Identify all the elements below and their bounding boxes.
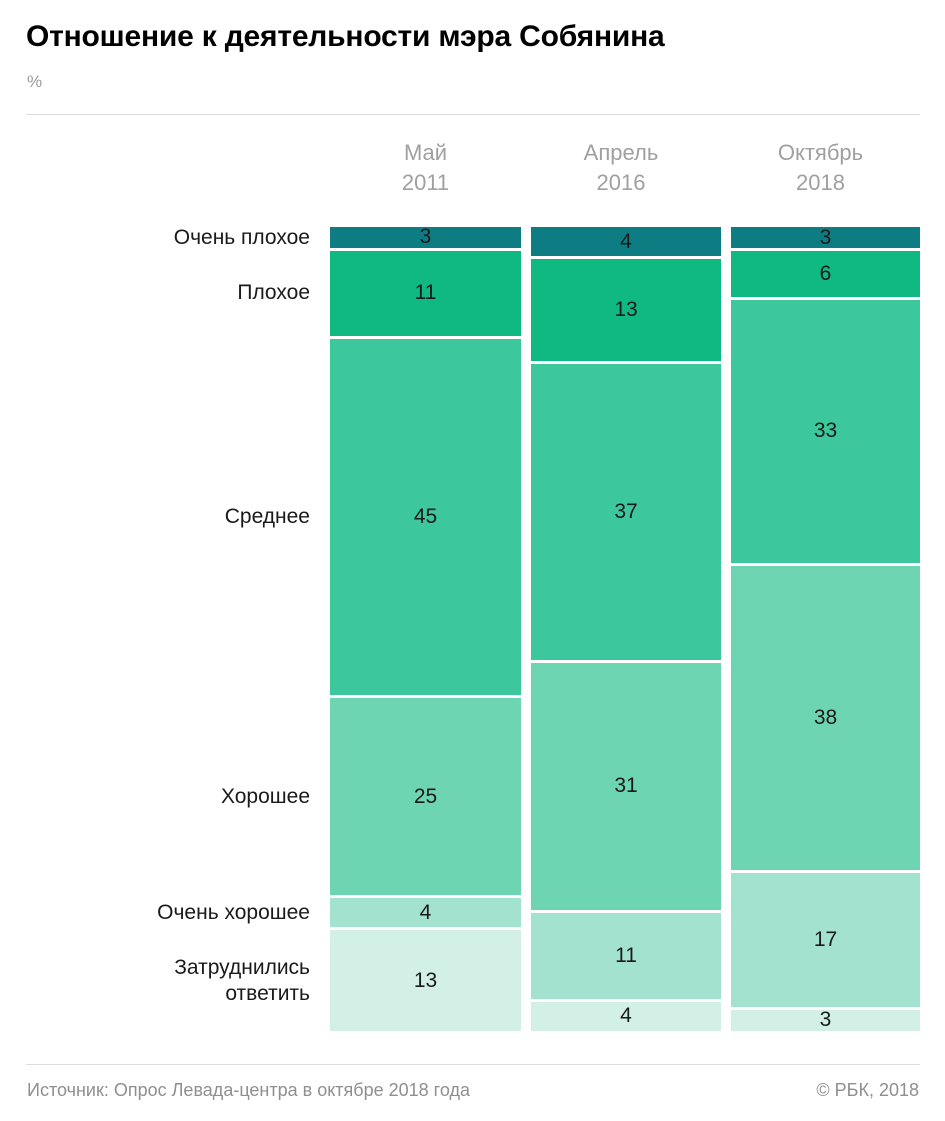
bar-segment-value: 11 [414,281,437,305]
row-label-text: Плохое [237,281,310,305]
bar-segment-value: 3 [819,1009,832,1031]
bar-segment[interactable]: 38 [731,565,920,870]
row-label-2: Среднее [10,339,310,696]
bar-segment[interactable]: 3 [731,1009,920,1031]
bar-segment-value: 45 [413,505,438,529]
column-header-month: Май [403,140,448,165]
footer-divider [26,1064,920,1065]
bar-segment-value: 37 [614,499,638,523]
column-header-year: 2011 [401,170,450,195]
bar-segment-value: 3 [419,227,432,248]
bar-segment[interactable]: 13 [531,259,721,362]
bar-segment[interactable]: 3 [330,227,521,248]
column-headers: Май 2011 Апрель 2016 Октябрь 2018 [330,138,920,198]
bar-segment[interactable]: 3 [731,227,920,249]
source-note: Источник: Опрос Левада-центра в октябре … [27,1080,470,1100]
bar-segment[interactable]: 4 [330,898,521,928]
bar-segment[interactable]: 13 [330,930,521,1031]
bar-segment[interactable]: 25 [330,698,521,896]
bar-segment-value: 17 [813,927,838,951]
unit-label: % [27,72,43,91]
header-divider [26,114,920,115]
bar-segment[interactable]: 11 [531,912,721,999]
bar-segment-value: 4 [620,1004,632,1028]
bar-segment-value: 38 [813,705,838,729]
copyright-note: © РБК, 2018 [816,1080,919,1100]
row-label-text: Очень плохое [173,225,310,249]
row-label-text: Хорошее [220,784,310,808]
bar-segment-value: 6 [819,261,832,285]
bar-segment[interactable]: 33 [731,299,920,563]
bar-segment[interactable]: 4 [531,227,721,257]
column-header-year: 2018 [796,170,845,195]
bar-segment[interactable]: 31 [531,662,721,910]
row-label-text: Среднее [224,505,310,529]
column-header-0: Май 2011 [330,138,521,198]
bar-segment-value: 13 [413,968,438,992]
bar-segment[interactable]: 37 [531,364,721,660]
bar-segment-value: 3 [819,227,832,249]
bar-segment[interactable]: 17 [731,872,920,1007]
stacked-bar-column-2: 3 6 33 38 17 3 [731,227,920,1034]
stacked-bar-column-0: 3 11 45 25 4 13 [330,227,521,1034]
bar-segment-value: 4 [620,229,632,253]
row-label-3: Хорошее [10,698,310,895]
row-label-5: Затруднились ответить [10,930,310,1031]
bar-segment[interactable]: 6 [731,251,920,297]
row-label-4: Очень хорошее [10,898,310,927]
bar-segment-value: 13 [614,298,638,322]
column-header-1: Апрель 2016 [521,138,721,198]
row-label-text: Очень хорошее [157,900,310,924]
bar-segment-value: 11 [615,943,637,967]
row-label-1: Плохое [10,251,310,336]
column-header-month: Октябрь [777,140,864,165]
bar-segment-value: 31 [614,774,638,798]
bar-segment-value: 25 [413,784,438,808]
bar-segment-value: 4 [419,900,432,924]
page-title: Отношение к деятельности мэра Собянина [26,20,665,53]
bar-segment[interactable]: 45 [330,338,521,696]
row-label-group: Очень плохое Плохое Среднее Хорошее Очень хо… [0,225,310,1034]
bar-segment[interactable]: 4 [531,1001,721,1031]
column-header-2: Октябрь 2018 [721,138,920,198]
column-header-month: Апрель [583,140,659,165]
column-header-year: 2016 [596,170,646,195]
bar-segment-value: 33 [813,419,838,443]
row-label-0: Очень плохое [10,225,310,251]
bar-segment[interactable]: 11 [330,250,521,336]
row-label-text: Затруднились ответить [174,955,310,1005]
stacked-bar-column-1: 4 13 37 31 11 4 [531,227,721,1034]
chart-plot-area: Очень плохое Плохое Среднее Хорошее Очень хо… [0,225,945,1034]
